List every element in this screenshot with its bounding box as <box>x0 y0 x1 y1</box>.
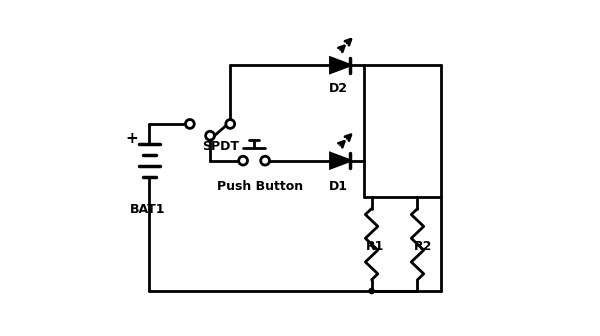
Text: D2: D2 <box>329 82 348 95</box>
Text: D1: D1 <box>329 180 348 193</box>
Polygon shape <box>331 153 350 168</box>
Circle shape <box>206 131 214 140</box>
Circle shape <box>226 120 235 128</box>
Circle shape <box>261 156 269 165</box>
Text: SPDT: SPDT <box>203 140 239 154</box>
Text: BAT1: BAT1 <box>130 203 166 216</box>
Text: R2: R2 <box>414 240 432 253</box>
Polygon shape <box>331 58 350 73</box>
Circle shape <box>185 120 194 128</box>
Text: Push Button: Push Button <box>217 180 302 193</box>
Circle shape <box>239 156 247 165</box>
Circle shape <box>369 288 374 294</box>
Text: +: + <box>125 131 138 146</box>
Text: R1: R1 <box>366 240 385 253</box>
